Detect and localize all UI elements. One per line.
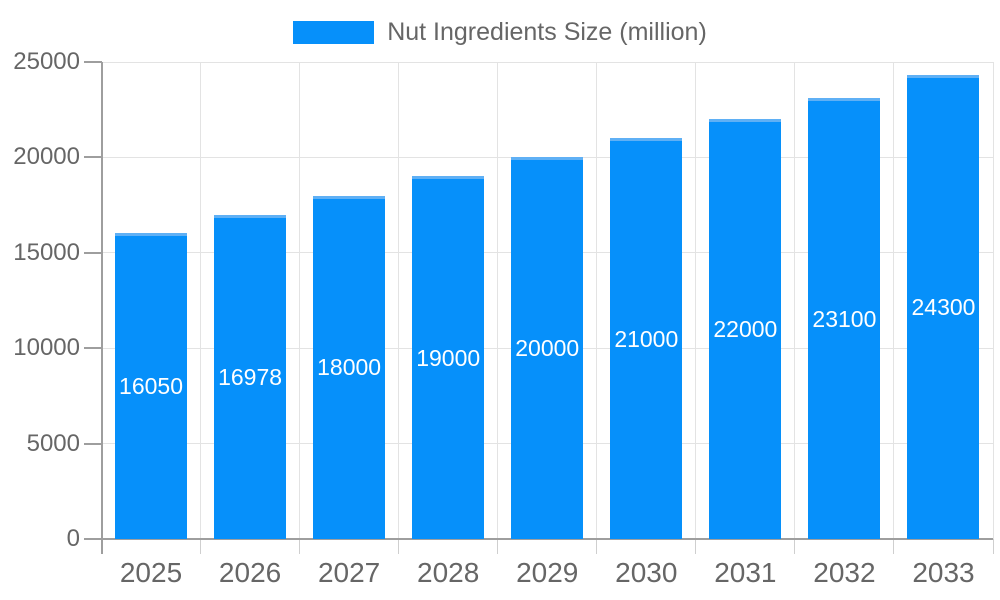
x-tick-label: 2029: [516, 557, 579, 588]
y-gridline: [101, 61, 993, 63]
y-tick-label: 10000: [13, 334, 80, 362]
bar[interactable]: [412, 176, 485, 539]
bar[interactable]: [907, 75, 980, 539]
x-axis-tick: [200, 539, 202, 554]
x-gridline: [992, 62, 994, 539]
bar[interactable]: [313, 195, 386, 539]
y-axis-tick: [83, 156, 102, 159]
y-axis-tick: [83, 538, 102, 540]
y-tick-label: 15000: [13, 238, 80, 266]
bar-value-label: 21000: [614, 325, 679, 352]
y-tick-label: 20000: [13, 143, 80, 171]
bar-value-label: 19000: [416, 344, 481, 371]
x-axis-tick: [596, 539, 598, 554]
x-axis-tick: [497, 539, 499, 554]
legend-swatch: [293, 20, 375, 44]
x-gridline: [695, 62, 697, 539]
x-axis-line: [101, 538, 993, 540]
y-axis-tick: [83, 442, 102, 445]
x-axis-tick: [299, 539, 301, 554]
x-tick-label: 2027: [317, 557, 381, 588]
x-gridline: [200, 62, 202, 539]
x-axis-tick: [695, 539, 697, 554]
x-tick-label: 2033: [912, 557, 975, 588]
y-axis-tick: [83, 61, 102, 63]
bar[interactable]: [115, 232, 188, 539]
bar-value-label: 20000: [515, 335, 580, 362]
bar-value-label: 22000: [713, 316, 778, 343]
y-axis-tick: [83, 251, 102, 254]
y-tick-label: 0: [66, 525, 80, 552]
x-tick-label: 2025: [119, 557, 183, 588]
y-tick-label: 5000: [26, 429, 80, 457]
x-axis-tick: [398, 539, 400, 554]
legend[interactable]: Nut Ingredients Size (million): [0, 19, 1000, 45]
bar[interactable]: [610, 138, 683, 539]
bar-value-label: 16978: [218, 364, 283, 391]
x-gridline: [794, 62, 796, 539]
bar[interactable]: [511, 157, 584, 539]
bar-value-label: 16050: [119, 372, 183, 399]
x-gridline: [893, 62, 895, 539]
x-axis-tick: [992, 539, 994, 554]
x-gridline: [497, 62, 499, 539]
legend-label: Nut Ingredients Size (million): [387, 18, 707, 46]
bar-value-label: 24300: [911, 294, 976, 321]
x-axis-tick: [794, 539, 796, 554]
x-tick-label: 2028: [417, 557, 480, 588]
x-gridline: [299, 62, 301, 539]
y-axis-line: [100, 62, 103, 554]
bar-value-label: 18000: [317, 354, 382, 381]
bar[interactable]: [709, 119, 782, 539]
y-axis-tick: [83, 347, 102, 350]
x-tick-label: 2030: [615, 557, 678, 588]
x-gridline: [596, 62, 598, 539]
y-tick-label: 25000: [13, 48, 80, 75]
x-tick-label: 2032: [813, 557, 876, 588]
bar[interactable]: [214, 215, 287, 539]
x-tick-label: 2026: [218, 557, 282, 588]
x-tick-label: 2031: [714, 557, 777, 588]
bar-value-label: 23100: [812, 305, 877, 332]
bar[interactable]: [808, 98, 881, 539]
x-gridline: [398, 62, 400, 539]
x-axis-tick: [893, 539, 895, 554]
